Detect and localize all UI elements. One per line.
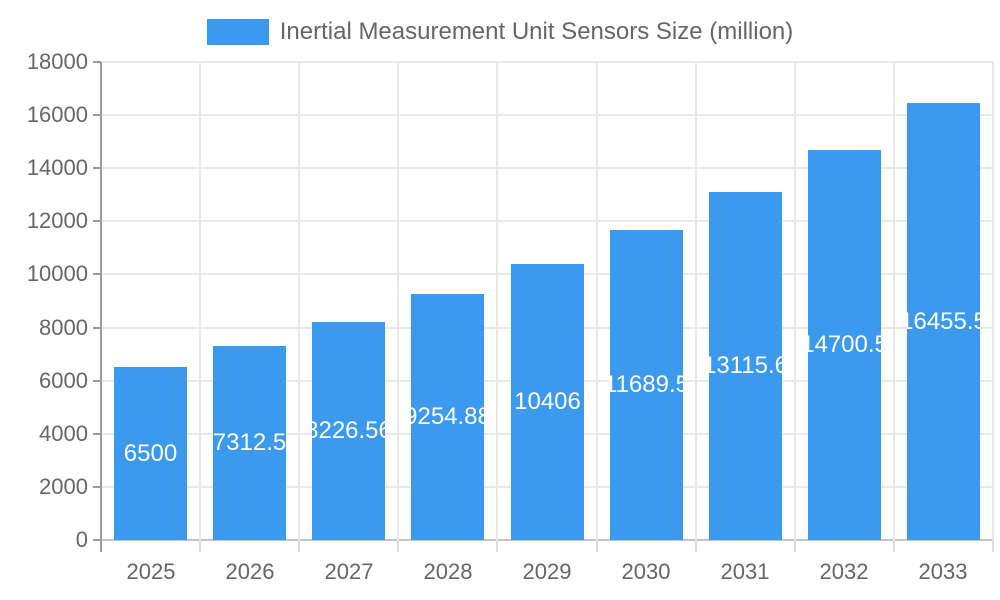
bar[interactable]: 11689.5 [610, 230, 683, 540]
x-gridline [992, 62, 994, 540]
x-axis-tick [695, 540, 697, 552]
x-axis-label: 2029 [522, 559, 572, 584]
x-axis-label: 2025 [126, 559, 176, 584]
x-gridline [596, 62, 598, 540]
x-gridline [397, 62, 399, 540]
bar-value-label: 10406 [514, 388, 581, 415]
y-axis-tick [93, 327, 101, 329]
bar[interactable]: 9254.88 [411, 294, 484, 540]
bar-value-label: 9254.88 [411, 403, 484, 430]
bar[interactable]: 6500 [114, 367, 187, 540]
x-axis-tick [893, 540, 895, 552]
x-axis-label: 2031 [720, 559, 770, 584]
bar-value-label: 11689.5 [610, 371, 683, 398]
y-axis-tick [93, 380, 101, 382]
legend-swatch-icon [206, 19, 269, 45]
x-axis-tick [397, 540, 399, 552]
x-axis-tick [596, 540, 598, 552]
bar[interactable]: 7312.5 [213, 346, 286, 540]
y-axis-label: 12000 [26, 208, 88, 233]
y-axis-tick [93, 273, 101, 275]
x-axis-label: 2028 [423, 559, 473, 584]
bar[interactable]: 10406 [511, 264, 584, 540]
y-axis-tick [93, 61, 101, 63]
x-gridline [199, 62, 201, 540]
bar-value-label: 13115.6 [709, 352, 782, 379]
legend-label: Inertial Measurement Unit Sensors Size (… [279, 18, 794, 45]
bar-value-label: 6500 [123, 439, 178, 467]
x-axis-tick [496, 540, 498, 552]
bar-value-label: 16455.5 [907, 307, 980, 335]
chart-legend[interactable]: Inertial Measurement Unit Sensors Size (… [0, 15, 1000, 49]
x-gridline [695, 62, 697, 540]
y-axis-label: 16000 [26, 102, 88, 127]
y-axis-label: 0 [75, 527, 88, 552]
bar-value-label: 8226.56 [312, 417, 385, 444]
y-gridline [101, 220, 993, 222]
y-axis-label: 4000 [39, 421, 88, 446]
bar[interactable]: 8226.56 [312, 322, 385, 540]
x-axis-tick [794, 540, 796, 552]
y-axis-label: 2000 [39, 474, 88, 499]
x-gridline [496, 62, 498, 540]
y-gridline [101, 539, 993, 541]
y-gridline [101, 114, 993, 116]
x-gridline [794, 62, 796, 540]
x-axis-tick [199, 540, 201, 552]
y-axis-tick [93, 539, 101, 541]
y-axis-tick [93, 433, 101, 435]
x-axis-label: 2030 [621, 559, 671, 584]
y-axis-tick [93, 167, 101, 169]
y-axis-tick [93, 114, 101, 116]
x-axis-tick [298, 540, 300, 552]
bar[interactable]: 13115.6 [709, 192, 782, 540]
x-axis-tick [992, 540, 994, 552]
bar[interactable]: 16455.5 [907, 103, 980, 540]
x-axis-label: 2032 [819, 559, 869, 584]
y-axis-tick [93, 486, 101, 488]
x-gridline [893, 62, 895, 540]
y-gridline [101, 61, 993, 63]
y-gridline [101, 167, 993, 169]
y-axis-label: 8000 [39, 315, 88, 340]
x-axis-label: 2033 [918, 559, 968, 584]
y-axis-tick [93, 220, 101, 222]
y-axis-label: 10000 [26, 261, 88, 286]
y-axis-label: 14000 [26, 155, 88, 180]
x-axis-label: 2026 [225, 559, 275, 584]
y-axis-line [100, 62, 102, 552]
bar-value-label: 7312.5 [213, 429, 286, 456]
x-gridline [298, 62, 300, 540]
y-axis-label: 6000 [39, 368, 88, 393]
x-axis-label: 2027 [324, 559, 374, 584]
y-axis-label: 18000 [26, 49, 88, 74]
